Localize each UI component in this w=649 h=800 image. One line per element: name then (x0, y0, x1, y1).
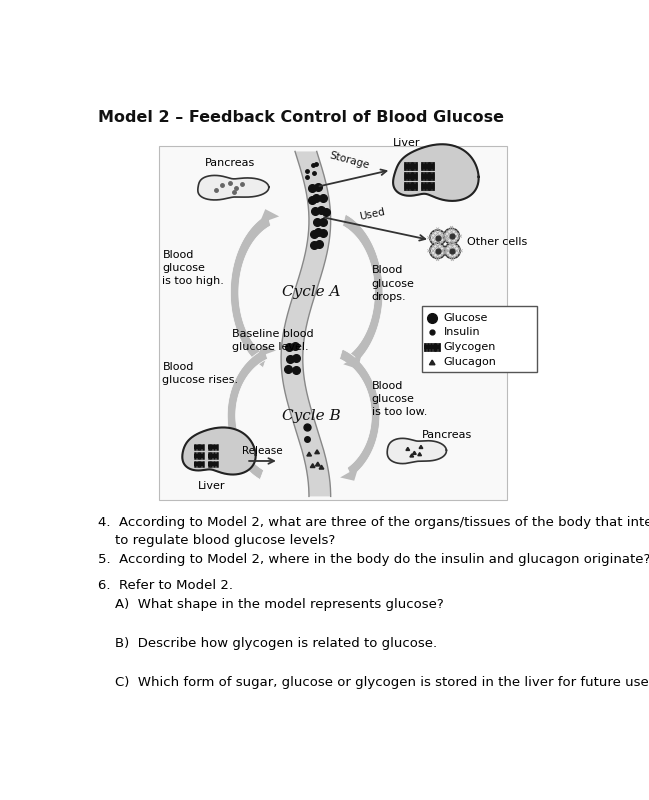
Polygon shape (307, 452, 312, 456)
Text: Liver: Liver (197, 481, 225, 491)
Polygon shape (315, 450, 319, 454)
Text: Blood
glucose rises.: Blood glucose rises. (162, 362, 239, 385)
Circle shape (430, 243, 445, 258)
Text: Pancreas: Pancreas (422, 430, 472, 440)
Polygon shape (281, 151, 331, 496)
Polygon shape (319, 466, 324, 469)
Text: Insulin: Insulin (444, 327, 480, 338)
Text: Liver: Liver (393, 138, 421, 148)
Polygon shape (260, 209, 279, 223)
Bar (158, 146, 508, 500)
Circle shape (445, 243, 460, 258)
Polygon shape (418, 453, 421, 456)
Polygon shape (406, 447, 410, 450)
Text: Blood
glucose
is too high.: Blood glucose is too high. (162, 250, 225, 286)
Text: Blood
glucose
drops.: Blood glucose drops. (372, 266, 415, 302)
Bar (422, 306, 537, 372)
Polygon shape (387, 438, 447, 463)
Text: Cycle A: Cycle A (282, 286, 341, 299)
Polygon shape (315, 462, 320, 466)
Text: 5.  According to Model 2, where in the body do the insulin and glucagon originat: 5. According to Model 2, where in the bo… (98, 553, 649, 566)
Text: Storage: Storage (328, 150, 371, 170)
Text: 6.  Refer to Model 2.
    A)  What shape in the model represents glucose?

    B: 6. Refer to Model 2. A) What shape in th… (98, 578, 649, 690)
Polygon shape (419, 446, 422, 449)
Text: Blood
glucose
is too low.: Blood glucose is too low. (372, 381, 427, 418)
Polygon shape (310, 464, 315, 467)
Text: Pancreas: Pancreas (205, 158, 255, 168)
Polygon shape (340, 467, 358, 481)
Text: Used: Used (358, 206, 386, 222)
Polygon shape (393, 144, 478, 201)
Polygon shape (227, 349, 267, 480)
Polygon shape (198, 175, 269, 200)
Polygon shape (410, 454, 413, 457)
Text: Baseline blood
glucose level.: Baseline blood glucose level. (232, 329, 314, 352)
Text: Glucose: Glucose (444, 313, 488, 322)
Polygon shape (413, 451, 416, 454)
Text: Glycogen: Glycogen (444, 342, 496, 352)
Text: Glucagon: Glucagon (444, 357, 496, 366)
Text: Release: Release (242, 446, 283, 456)
Text: Model 2 – Feedback Control of Blood Glucose: Model 2 – Feedback Control of Blood Gluc… (98, 110, 504, 125)
Text: Cycle B: Cycle B (282, 409, 341, 422)
Polygon shape (339, 349, 380, 477)
Polygon shape (256, 345, 276, 358)
Polygon shape (230, 214, 271, 368)
Polygon shape (343, 354, 361, 369)
Text: 4.  According to Model 2, what are three of the organs/tissues of the body that : 4. According to Model 2, what are three … (98, 516, 649, 546)
Text: Other cells: Other cells (467, 238, 528, 247)
Polygon shape (182, 427, 256, 474)
Circle shape (444, 229, 459, 244)
Circle shape (430, 230, 445, 246)
Polygon shape (430, 360, 435, 365)
Polygon shape (343, 214, 383, 364)
